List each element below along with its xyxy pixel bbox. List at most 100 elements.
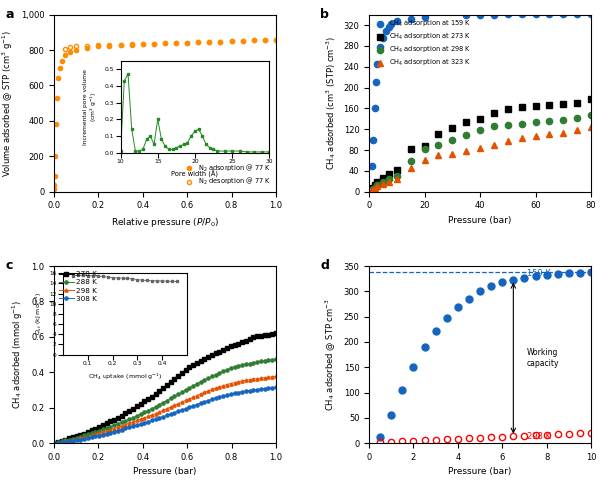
CH$_4$ adsorption at 273 K (476, 116, 484, 122)
298 K (122, 422, 129, 428)
CH$_4$ adsorption at 323 K (574, 127, 581, 133)
CH$_4$ adsorption at 298 K (374, 182, 381, 188)
N$_2$ desorption @ 77 K (172, 40, 179, 46)
CH$_4$ adsorption at 159 K (379, 35, 386, 41)
CH$_4$ adsorption at 323 K (374, 184, 381, 189)
288 K (272, 356, 280, 362)
CH$_4$ adsorption at 159 K (367, 186, 374, 192)
CH$_4$ adsorption at 159 K (476, 12, 484, 18)
CH$_4$ adsorption at 298 K (463, 132, 470, 138)
Text: 159 K: 159 K (527, 269, 551, 278)
N$_2$ desorption @ 77 K (261, 37, 268, 43)
N$_2$ adsorption @ 77 K (55, 75, 62, 81)
CH$_4$ adsorption at 159 K (504, 11, 511, 17)
308 K (50, 440, 58, 446)
CH$_4$ adsorption at 273 K (368, 186, 376, 192)
298 K (115, 425, 122, 431)
CH$_4$ adsorption at 298 K (476, 127, 484, 133)
Text: d: d (320, 259, 329, 272)
N$_2$ desorption @ 77 K (83, 43, 91, 49)
CH$_4$ adsorption at 273 K (385, 171, 392, 177)
N$_2$ adsorption @ 77 K (139, 41, 146, 47)
Legend: 278 K, 288 K, 298 K, 308 K: 278 K, 288 K, 298 K, 308 K (58, 270, 98, 303)
288 K (115, 421, 122, 427)
N$_2$ desorption @ 77 K (150, 41, 157, 47)
278 K (122, 411, 129, 416)
N$_2$ adsorption @ 77 K (53, 95, 60, 101)
N$_2$ desorption @ 77 K (206, 39, 213, 45)
CH$_4$ adsorption at 159 K (371, 106, 378, 112)
CH$_4$ adsorption at 323 K (532, 133, 539, 139)
298 K (88, 432, 95, 438)
Line: 298 K: 298 K (52, 375, 277, 445)
288 K (107, 424, 114, 430)
N$_2$ adsorption @ 77 K (95, 43, 102, 49)
CH$_4$ adsorption at 323 K (476, 146, 484, 151)
CH$_4$ adsorption at 298 K (546, 118, 553, 124)
N$_2$ adsorption @ 77 K (83, 45, 91, 51)
N$_2$ adsorption @ 77 K (194, 39, 202, 45)
CH$_4$ adsorption at 323 K (421, 157, 428, 163)
N$_2$ desorption @ 77 K (184, 39, 191, 45)
CH$_4$ adsorption at 298 K (449, 137, 456, 143)
N$_2$ adsorption @ 77 K (73, 47, 80, 53)
CH$_4$ adsorption at 298 K (574, 115, 581, 121)
CH$_4$ adsorption at 273 K (393, 167, 400, 173)
CH$_4$ adsorption at 323 K (587, 124, 595, 130)
CH$_4$ adsorption at 323 K (449, 151, 456, 157)
Text: c: c (5, 259, 13, 272)
CH$_4$ adsorption at 159 K (393, 19, 400, 24)
CH$_4$ adsorption at 323 K (368, 187, 376, 193)
N$_2$ adsorption @ 77 K (261, 37, 268, 43)
Line: CH$_4$ adsorption at 323 K: CH$_4$ adsorption at 323 K (367, 124, 594, 194)
Line: 278 K: 278 K (52, 332, 277, 445)
278 K (107, 418, 114, 424)
CH$_4$ adsorption at 159 K (421, 14, 428, 19)
N$_2$ adsorption @ 77 K (128, 41, 135, 47)
N$_2$ adsorption @ 77 K (239, 38, 246, 44)
Line: CH$_4$ adsorption at 298 K: CH$_4$ adsorption at 298 K (367, 112, 594, 194)
N$_2$ adsorption @ 77 K (150, 41, 157, 47)
CH$_4$ adsorption at 298 K (393, 173, 400, 179)
N$_2$ adsorption @ 77 K (217, 38, 224, 44)
CH$_4$ adsorption at 159 K (574, 11, 581, 17)
N$_2$ desorption @ 77 K (139, 41, 146, 47)
CH$_4$ adsorption at 159 K (407, 16, 415, 22)
278 K (88, 428, 95, 433)
CH$_4$ adsorption at 273 K (374, 179, 381, 185)
298 K (272, 374, 280, 379)
308 K (125, 425, 133, 431)
N$_2$ desorption @ 77 K (106, 42, 113, 48)
CH$_4$ adsorption at 298 K (385, 176, 392, 182)
278 K (50, 440, 58, 446)
X-axis label: Pressure (bar): Pressure (bar) (133, 468, 197, 476)
CH$_4$ adsorption at 159 K (370, 137, 377, 143)
Legend: N$_2$ adsorption @ 77 K, N$_2$ desorption @ 77 K: N$_2$ adsorption @ 77 K, N$_2$ desorptio… (181, 161, 272, 188)
Y-axis label: CH$_4$ adsorbed @ STP cm$^{-3}$: CH$_4$ adsorbed @ STP cm$^{-3}$ (324, 298, 338, 411)
N$_2$ desorption @ 77 K (217, 38, 224, 44)
CH$_4$ adsorption at 273 K (421, 143, 428, 149)
278 K (190, 362, 197, 368)
CH$_4$ adsorption at 298 K (532, 119, 539, 125)
CH$_4$ adsorption at 298 K (370, 186, 377, 192)
CH$_4$ adsorption at 273 K (379, 175, 386, 181)
N$_2$ adsorption @ 77 K (117, 42, 124, 48)
N$_2$ adsorption @ 77 K (58, 58, 65, 64)
Y-axis label: CH$_4$ adsorbed (cm$^3$ (STP) cm$^{-3}$): CH$_4$ adsorbed (cm$^3$ (STP) cm$^{-3}$) (324, 36, 338, 170)
CH$_4$ adsorption at 323 K (463, 148, 470, 154)
288 K (190, 383, 197, 389)
CH$_4$ adsorption at 273 K (367, 187, 374, 193)
Y-axis label: Volume adsorbed @ STP (cm$^3$ g$^{-1}$): Volume adsorbed @ STP (cm$^3$ g$^{-1}$) (1, 30, 15, 177)
CH$_4$ adsorption at 273 K (449, 125, 456, 131)
308 K (88, 434, 95, 440)
CH$_4$ adsorption at 298 K (367, 188, 374, 194)
CH$_4$ adsorption at 298 K (587, 112, 595, 117)
CH$_4$ adsorption at 159 K (388, 21, 395, 27)
CH$_4$ adsorption at 298 K (368, 187, 376, 193)
Text: 298 K: 298 K (527, 431, 551, 441)
CH$_4$ adsorption at 159 K (382, 28, 389, 34)
CH$_4$ adsorption at 323 K (367, 188, 374, 194)
CH$_4$ adsorption at 298 K (490, 123, 497, 129)
CH$_4$ adsorption at 273 K (546, 102, 553, 108)
308 K (190, 403, 197, 409)
